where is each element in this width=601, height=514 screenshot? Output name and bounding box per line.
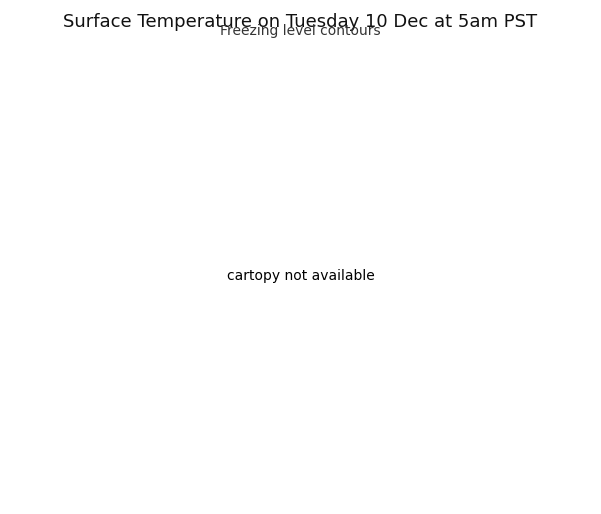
Text: Freezing level contours: Freezing level contours (220, 24, 381, 38)
Text: Surface Temperature on Tuesday 10 Dec at 5am PST: Surface Temperature on Tuesday 10 Dec at… (64, 13, 537, 31)
Text: cartopy not available: cartopy not available (227, 269, 374, 283)
